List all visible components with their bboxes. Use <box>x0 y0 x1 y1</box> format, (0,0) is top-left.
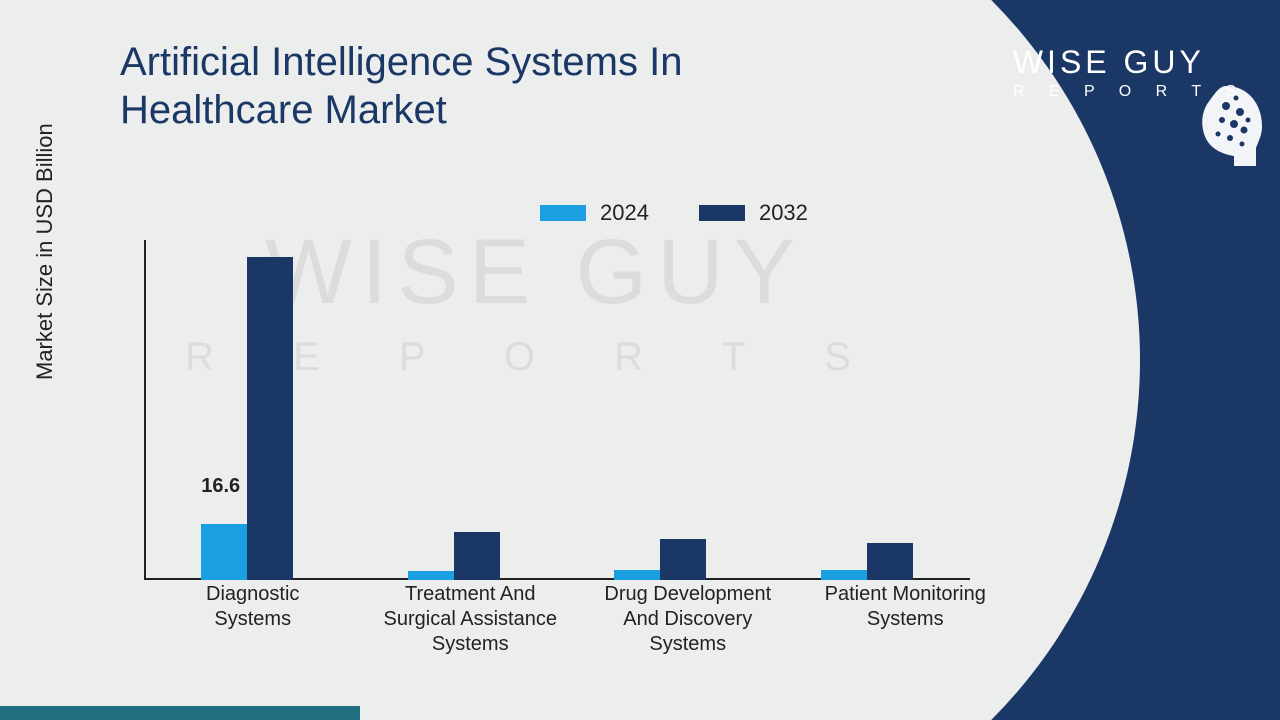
xlabel-1: Treatment And Surgical Assistance System… <box>362 582 580 657</box>
legend-item-2032: 2032 <box>699 200 808 226</box>
group-2 <box>557 240 764 580</box>
x-labels: Diagnostic Systems Treatment And Surgica… <box>144 582 1014 657</box>
xlabel-3: Patient Monitoring Systems <box>797 582 1015 657</box>
legend-item-2024: 2024 <box>540 200 649 226</box>
bar-3-2024 <box>821 570 867 580</box>
group-3 <box>764 240 971 580</box>
brand-line1: WISE GUY <box>1013 44 1246 81</box>
legend-label-2032: 2032 <box>759 200 808 226</box>
bar-2-2032 <box>660 539 706 580</box>
page-title: Artificial Intelligence Systems In Healt… <box>120 38 840 134</box>
xlabel-0: Diagnostic Systems <box>144 582 362 657</box>
bar-groups: 16.6 <box>144 240 970 580</box>
stage: WISE GUY R E P O R T S Artificial Intell… <box>0 0 1280 720</box>
legend-swatch-2024 <box>540 205 586 221</box>
group-1 <box>351 240 558 580</box>
bar-1-2032 <box>454 532 500 580</box>
legend-swatch-2032 <box>699 205 745 221</box>
bar-3-2032 <box>867 543 913 580</box>
brand-logo: WISE GUY R E P O R T S <box>1013 44 1246 101</box>
bar-1-2024 <box>408 571 454 580</box>
bottom-accent <box>0 706 360 720</box>
group-0: 16.6 <box>144 240 351 580</box>
legend-label-2024: 2024 <box>600 200 649 226</box>
bar-2-2024 <box>614 570 660 580</box>
y-axis-label: Market Size in USD Billion <box>32 123 58 380</box>
legend: 2024 2032 <box>540 200 808 226</box>
bar-0-2032 <box>247 257 293 580</box>
chart-plot: 16.6 <box>100 240 970 580</box>
bar-label-0-2024: 16.6 <box>201 475 240 498</box>
xlabel-2: Drug Development And Discovery Systems <box>579 582 797 657</box>
head-icon <box>1186 84 1266 174</box>
bar-0-2024 <box>201 524 247 580</box>
